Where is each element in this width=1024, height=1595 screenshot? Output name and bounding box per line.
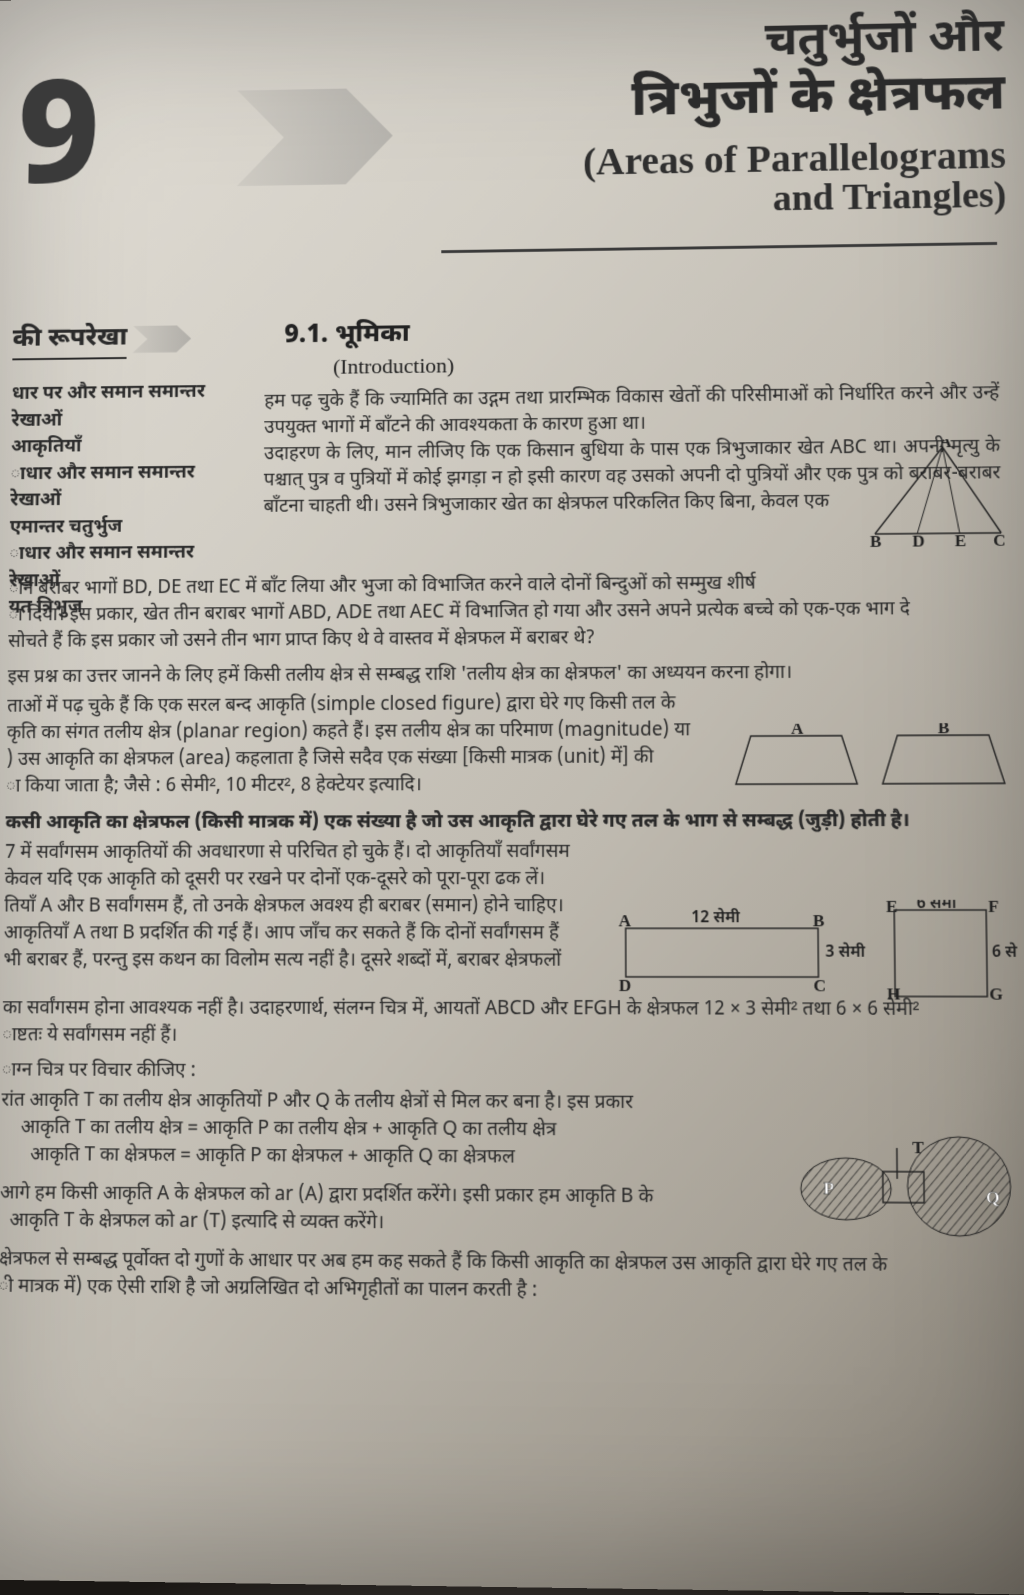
svg-text:A: A [939, 439, 952, 452]
section-subtitle: (Introduction) [333, 353, 454, 380]
outline-item: धार पर और समान समान्तर रेखाओं [11, 379, 250, 435]
svg-text:D: D [912, 531, 925, 549]
body-text: रांत आकृति T का तलीय क्षेत्र आकृतियों P … [0, 1089, 784, 1175]
svg-text:T: T [912, 1137, 924, 1157]
svg-text:6 सेमी: 6 सेमी [916, 900, 957, 915]
body-text: ताओं में पढ़ चुके हैं कि एक सरल बन्द आकृ… [6, 691, 721, 801]
svg-text:Q: Q [986, 1187, 1000, 1207]
svg-text:P: P [823, 1178, 834, 1198]
body-text: ीन बराबर भागों BD, DE तथा EC में बाँट लि… [8, 570, 1013, 657]
chapter-header: 9 चतुर्भुजों और त्रिभुजों के क्षेत्रफल (… [14, 8, 1022, 275]
title-underline [441, 242, 997, 253]
triangle-figure: A B D E C [869, 439, 1007, 549]
svg-text:E: E [955, 531, 967, 549]
trapezium-figure: A B [730, 723, 1015, 794]
body-text: 7 में सर्वांगसम आकृतियों की अवधारणा से प… [3, 840, 600, 976]
svg-text:C: C [813, 976, 826, 996]
svg-text:C: C [993, 531, 1006, 549]
chevron-icon [133, 325, 192, 353]
chapter-number: 9 [16, 55, 95, 242]
svg-text:6 सेमी: 6 सेमी [992, 941, 1019, 964]
outline-item: आकृतियाँ [11, 432, 250, 461]
composite-region-figure: P T Q [794, 1122, 1022, 1247]
svg-text:A: A [791, 723, 804, 738]
svg-text:3 सेमी: 3 सेमी [825, 941, 866, 964]
svg-text:12 सेमी: 12 सेमी [691, 907, 740, 930]
section-heading: 9.1. भूमिका [284, 318, 409, 353]
body-text: आगे हम किसी आकृति A के क्षेत्रफल को ar (… [0, 1181, 785, 1241]
outline-heading: की रूपरेखा [12, 322, 127, 360]
body-text: का सर्वांगसम होना आवश्यक नहीं है। उदाहरण… [2, 996, 1019, 1053]
chevron-icon [237, 88, 393, 186]
body-text: क्षेत्रफल से सम्बद्ध पूर्वोक्त दो गुणों … [0, 1247, 1023, 1310]
svg-text:B: B [813, 911, 825, 931]
svg-text:E: E [886, 900, 898, 916]
outline-item: ाधार और समान समान्तर रेखाओं [10, 459, 249, 515]
body-text: ाग्न चित्र पर विचार कीजिए : [2, 1058, 1020, 1088]
svg-text:A: A [619, 911, 631, 931]
svg-text:B: B [870, 532, 882, 549]
body-text: इस प्रश्न का उत्तर जानने के लिए हमें किस… [7, 660, 1013, 692]
rectangles-figure: A B C D 12 सेमी 3 सेमी E F G H 6 सेमी 6 … [610, 900, 1018, 1002]
svg-text:D: D [619, 976, 631, 996]
outline-item: एमान्तर चतुर्भुज [10, 513, 249, 542]
svg-text:B: B [938, 723, 950, 737]
chapter-title-hi-line2: त्रिभुजों के क्षेत्रफल [471, 64, 1006, 139]
body-text-bold: कसी आकृति का क्षेत्रफल (किसी मात्रक में)… [5, 809, 1015, 838]
svg-text:F: F [988, 900, 999, 916]
